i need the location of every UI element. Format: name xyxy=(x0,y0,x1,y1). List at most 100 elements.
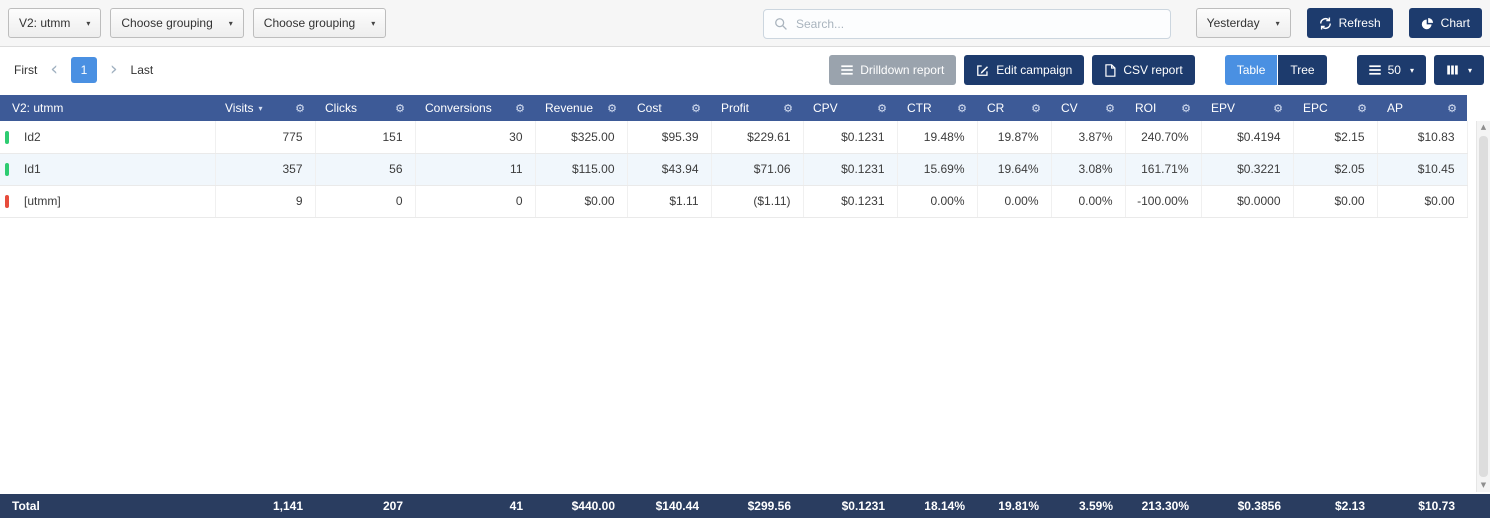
search-input[interactable] xyxy=(796,17,1160,31)
refresh-icon xyxy=(1319,16,1332,30)
cell-revenue: $0.00 xyxy=(535,185,628,218)
scroll-down-icon[interactable]: ▼ xyxy=(1480,481,1487,489)
column-settings-icon[interactable]: ⚙ xyxy=(691,101,701,115)
pagination-last[interactable]: Last xyxy=(130,62,154,77)
grouping-select-2[interactable]: Choose grouping ▾ xyxy=(252,8,387,38)
column-settings-icon[interactable]: ⚙ xyxy=(1181,101,1191,115)
column-header-name[interactable]: V2: utmm xyxy=(0,95,215,121)
cell-conversions: 30 xyxy=(415,121,536,154)
column-header-cpv[interactable]: CPV ⚙ xyxy=(803,95,897,121)
total-clicks: 207 xyxy=(382,499,403,513)
column-header-epc[interactable]: EPC ⚙ xyxy=(1293,95,1377,121)
cell-ap: $10.83 xyxy=(1377,121,1468,154)
column-settings-icon[interactable]: ⚙ xyxy=(1273,101,1283,115)
column-settings-icon[interactable]: ⚙ xyxy=(1031,101,1041,115)
cell-name: Id2 xyxy=(0,121,216,154)
column-header-roi[interactable]: ROI ⚙ xyxy=(1125,95,1201,121)
column-settings-icon[interactable]: ⚙ xyxy=(1447,101,1457,115)
status-indicator xyxy=(5,130,9,144)
table-row[interactable]: [utmm] 9 0 0 $0.00 $1.11 ($1.11) $0.1231… xyxy=(0,185,1468,218)
total-epc: $2.13 xyxy=(1334,499,1365,513)
scroll-up-icon[interactable]: ▲ xyxy=(1480,123,1487,131)
column-header-ctr[interactable]: CTR ⚙ xyxy=(897,95,977,121)
column-header-cost[interactable]: Cost ⚙ xyxy=(627,95,711,121)
column-header-clicks[interactable]: Clicks ⚙ xyxy=(315,95,415,121)
cell-clicks: 56 xyxy=(315,153,416,186)
campaign-version-select[interactable]: V2: utmm ▾ xyxy=(8,8,102,38)
edit-campaign-button[interactable]: Edit campaign xyxy=(964,55,1085,85)
columns-icon xyxy=(1446,64,1459,76)
cell-cpv: $0.1231 xyxy=(803,153,898,186)
toolbar-left-group: V2: utmm ▾ Choose grouping ▾ Choose grou… xyxy=(8,8,387,38)
column-header-ap[interactable]: AP ⚙ xyxy=(1377,95,1467,121)
rows-per-page-select[interactable]: 50 ▾ xyxy=(1356,55,1426,85)
total-cpv: $0.1231 xyxy=(841,499,885,513)
cell-name: [utmm] xyxy=(0,185,216,218)
column-settings-icon[interactable]: ⚙ xyxy=(783,101,793,115)
table-row[interactable]: Id1 357 56 11 $115.00 $43.94 $71.06 $0.1… xyxy=(0,153,1468,186)
cell-cost: $43.94 xyxy=(627,153,712,186)
column-header-label: CV xyxy=(1061,101,1078,115)
column-settings-icon[interactable]: ⚙ xyxy=(877,101,887,115)
total-cr: 19.81% xyxy=(998,499,1039,513)
column-settings-icon[interactable]: ⚙ xyxy=(957,101,967,115)
pagination: First ‹ 1 › Last xyxy=(14,56,153,83)
chart-button[interactable]: Chart xyxy=(1408,8,1482,38)
cell-roi: 240.70% xyxy=(1125,121,1202,154)
cell-visits: 775 xyxy=(215,121,316,154)
column-settings-icon[interactable]: ⚙ xyxy=(1357,101,1367,115)
total-conversions: 41 xyxy=(509,499,523,513)
list-icon xyxy=(841,65,853,75)
column-header-cr[interactable]: CR ⚙ xyxy=(977,95,1051,121)
column-settings-icon[interactable]: ⚙ xyxy=(395,101,405,115)
column-header-visits[interactable]: Visits ▾ ⚙ xyxy=(215,95,315,121)
grouping-select-1[interactable]: Choose grouping ▾ xyxy=(110,8,244,38)
chevron-right-icon[interactable]: › xyxy=(109,58,118,80)
column-settings-icon[interactable]: ⚙ xyxy=(295,101,305,115)
view-toggle-tree[interactable]: Tree xyxy=(1278,55,1327,85)
column-header-revenue[interactable]: Revenue ⚙ xyxy=(535,95,627,121)
cell-epc: $2.05 xyxy=(1293,153,1378,186)
date-range-select[interactable]: Yesterday ▾ xyxy=(1195,8,1291,38)
drilldown-report-button[interactable]: Drilldown report xyxy=(829,55,957,85)
total-cv: 3.59% xyxy=(1078,499,1113,513)
grouping-select-1-value: Choose grouping xyxy=(121,16,213,30)
csv-report-button[interactable]: CSV report xyxy=(1092,55,1195,85)
column-header-cv[interactable]: CV ⚙ xyxy=(1051,95,1125,121)
scrollbar-thumb[interactable] xyxy=(1479,136,1488,477)
column-header-epv[interactable]: EPV ⚙ xyxy=(1201,95,1293,121)
cell-cost: $1.11 xyxy=(627,185,712,218)
column-header-label: AP xyxy=(1387,101,1404,115)
vertical-scrollbar[interactable]: ▲ ▼ xyxy=(1476,121,1490,492)
column-settings-icon[interactable]: ⚙ xyxy=(607,101,617,115)
action-buttons: Drilldown report Edit campaign CSV repor… xyxy=(829,55,1484,85)
total-revenue: $440.00 xyxy=(571,499,615,513)
top-toolbar: V2: utmm ▾ Choose grouping ▾ Choose grou… xyxy=(0,0,1490,47)
column-chooser-button[interactable]: ▾ xyxy=(1433,55,1484,85)
cell-cv: 3.08% xyxy=(1051,153,1126,186)
chevron-left-icon[interactable]: ‹ xyxy=(50,58,58,80)
chevron-down-icon: ▾ xyxy=(1275,18,1280,28)
status-indicator xyxy=(5,195,9,209)
chevron-down-icon: ▾ xyxy=(1467,65,1472,75)
total-cost: $140.44 xyxy=(655,499,699,513)
total-ctr: 18.14% xyxy=(924,499,965,513)
pagination-first[interactable]: First xyxy=(14,62,38,77)
edit-campaign-label: Edit campaign xyxy=(996,63,1073,77)
cell-epv: $0.4194 xyxy=(1201,121,1294,154)
total-roi: 213.30% xyxy=(1141,499,1189,513)
search-icon xyxy=(774,17,788,31)
refresh-button[interactable]: Refresh xyxy=(1306,8,1393,38)
column-settings-icon[interactable]: ⚙ xyxy=(515,101,525,115)
column-header-label: V2: utmm xyxy=(12,101,64,115)
campaign-version-value: V2: utmm xyxy=(19,16,71,30)
column-header-label: Clicks xyxy=(325,101,357,115)
total-label: Total xyxy=(12,499,40,513)
column-header-profit[interactable]: Profit ⚙ xyxy=(711,95,803,121)
table-row[interactable]: Id2 775 151 30 $325.00 $95.39 $229.61 $0… xyxy=(0,121,1468,154)
column-header-conversions[interactable]: Conversions ⚙ xyxy=(415,95,535,121)
cell-visits: 357 xyxy=(215,153,316,186)
pagination-page-1[interactable]: 1 xyxy=(70,56,97,83)
view-toggle-table[interactable]: Table xyxy=(1224,55,1278,85)
column-settings-icon[interactable]: ⚙ xyxy=(1105,101,1115,115)
